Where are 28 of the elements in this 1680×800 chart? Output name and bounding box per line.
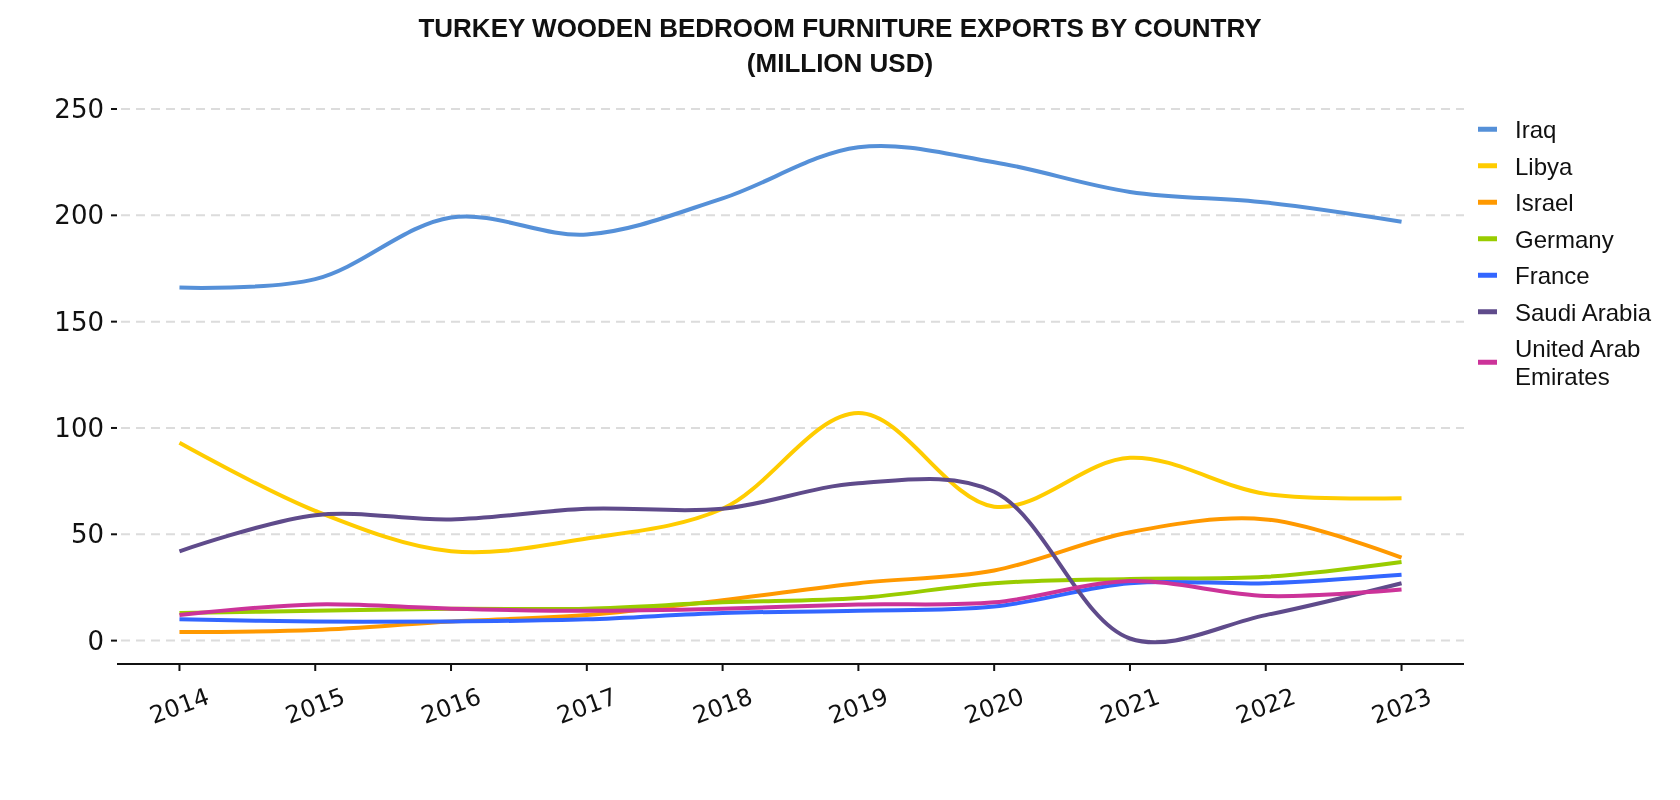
legend-label: France	[1515, 261, 1590, 289]
x-tick-label: 2021	[1096, 682, 1164, 730]
line-series	[177, 572, 1404, 624]
legend-label: United Arab Emirates	[1515, 334, 1641, 390]
line-series	[177, 411, 1404, 555]
y-tick-label: 200	[54, 200, 104, 231]
line-series	[177, 579, 1404, 618]
line-series	[177, 144, 1404, 290]
legend-label: Saudi Arabia	[1515, 298, 1652, 326]
y-tick-label: 0	[87, 625, 104, 656]
y-tick-label: 250	[54, 94, 104, 124]
legend-label: Iraq	[1515, 115, 1557, 143]
y-tick-label: 50	[70, 519, 104, 550]
legend-label: Libya	[1515, 152, 1574, 180]
x-tick-label: 2014	[145, 682, 213, 730]
x-tick-label: 2018	[689, 682, 757, 730]
x-tick-label: 2023	[1368, 682, 1436, 730]
x-tick-label: 2022	[1232, 682, 1300, 730]
x-tick-label: 2016	[417, 682, 485, 730]
x-tick-label: 2020	[960, 682, 1028, 730]
legend-label: Israel	[1515, 188, 1574, 216]
x-tick-label: 2019	[824, 682, 892, 730]
y-tick-label: 150	[54, 306, 104, 337]
y-tick-label: 100	[54, 412, 104, 443]
x-tick-label: 2015	[281, 682, 349, 730]
chart-title: TURKEY WOODEN BEDROOM FURNITURE EXPORTS BY COUNTRY (MILLION USD)	[418, 13, 1262, 78]
legend-label: Germany	[1515, 225, 1614, 253]
x-tick-label: 2017	[553, 682, 621, 730]
